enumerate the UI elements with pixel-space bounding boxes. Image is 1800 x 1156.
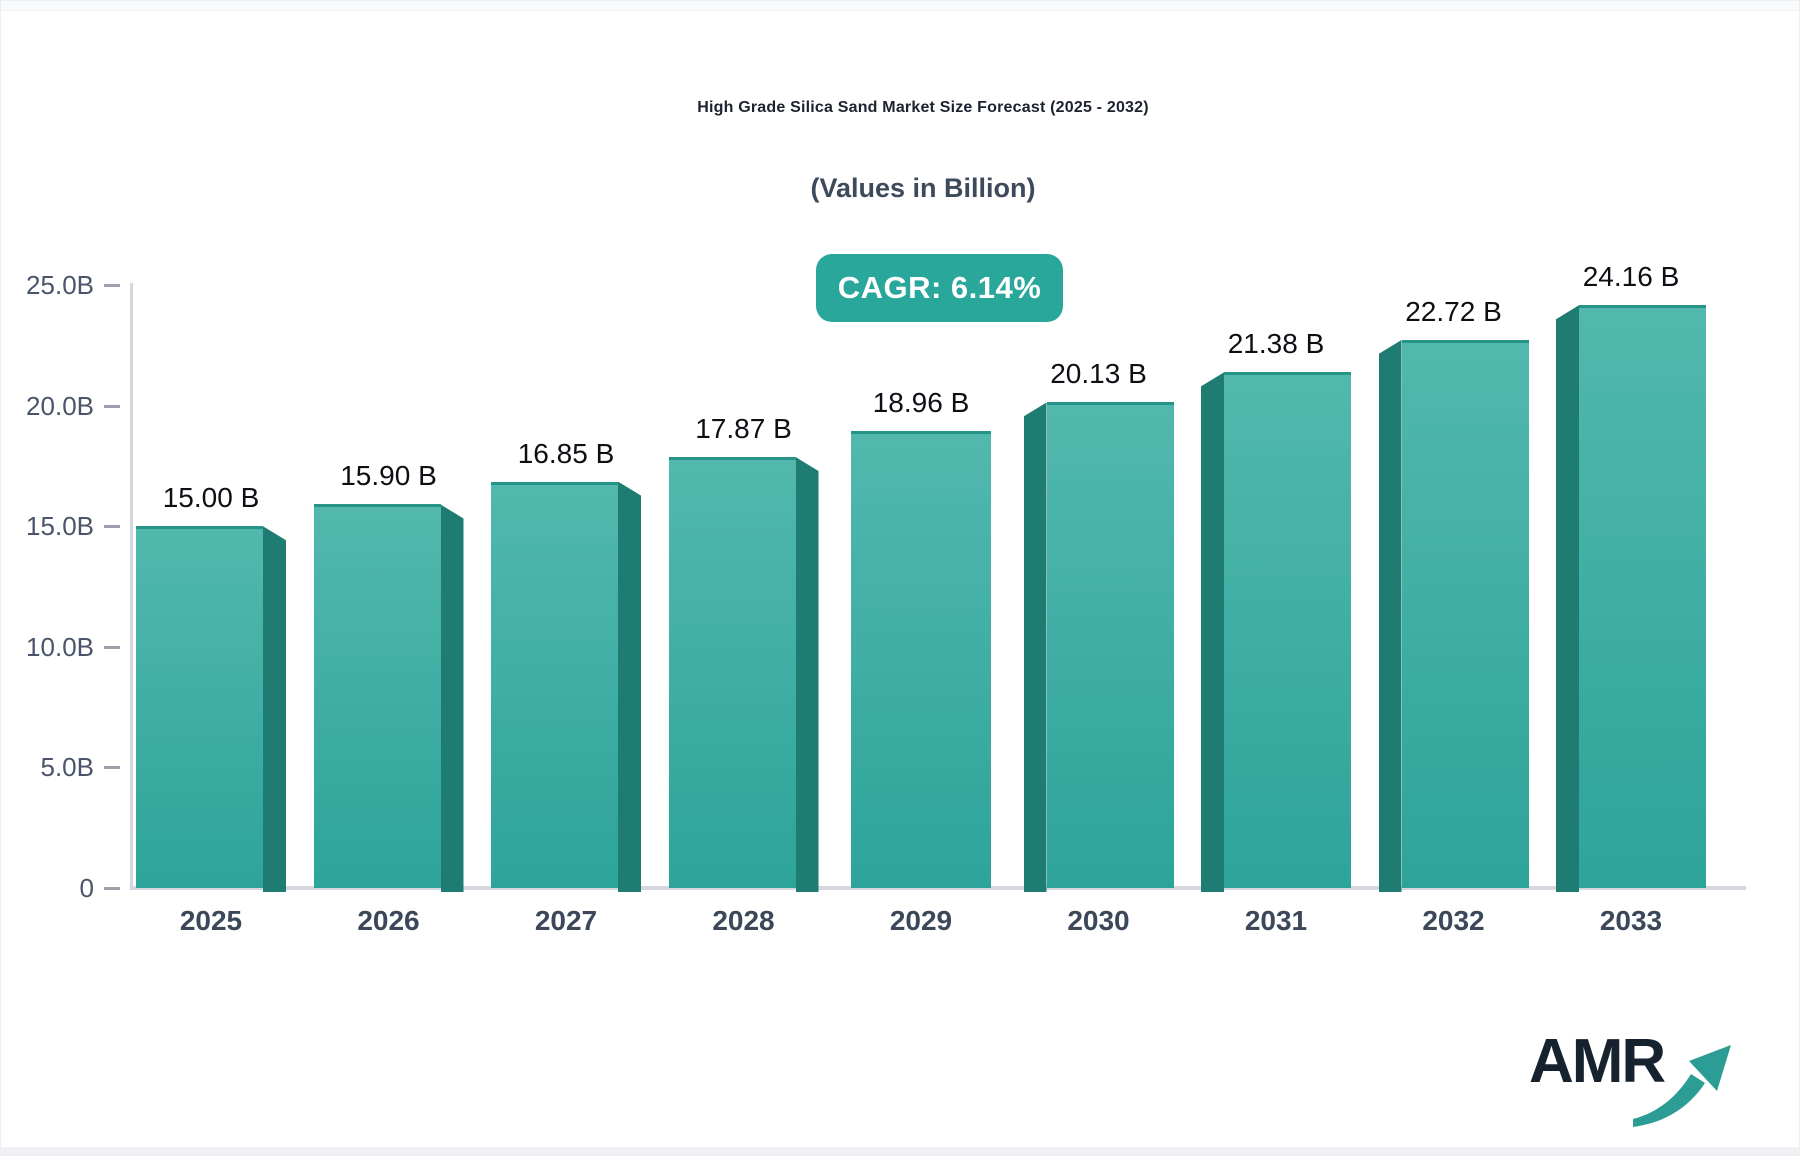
chart-subtitle: (Values in Billion)	[810, 173, 1036, 203]
y-axis-tick-mark	[104, 284, 120, 287]
bar-2030	[1046, 402, 1174, 888]
y-axis-tick-label: 0	[79, 873, 94, 903]
x-axis-line	[130, 886, 1746, 890]
bar-value-label: 16.85 B	[517, 437, 615, 469]
bar-2029	[851, 430, 991, 888]
amr-logo: AMR	[1529, 1031, 1769, 1141]
bar-2026	[313, 504, 441, 888]
logo-growth-arrow-icon	[1633, 1045, 1731, 1127]
card-top-edge	[1, 1, 1799, 11]
x-axis-label: 2028	[712, 905, 775, 936]
bar-value-label: 15.90 B	[340, 460, 437, 492]
bar-side-face	[1556, 305, 1579, 892]
x-axis-label: 2030	[1067, 905, 1130, 936]
bar-2033	[1579, 305, 1706, 888]
y-axis-line	[130, 283, 133, 890]
bar-side-face	[618, 481, 641, 892]
y-axis-tick-label: 5.0B	[40, 752, 95, 783]
x-axis-label: 2026	[357, 905, 420, 936]
y-axis-tick-label: 25.0B	[26, 270, 94, 300]
bar-side-face	[1023, 402, 1047, 892]
bar-value-label: 17.87 B	[695, 412, 792, 444]
bar-2025	[136, 526, 263, 888]
card-bottom-edge	[1, 1147, 1799, 1155]
bar-2032	[1401, 339, 1529, 888]
y-axis-tick-mark	[104, 525, 120, 529]
bar-value-label: 22.72 B	[1405, 295, 1502, 327]
chart-title: High Grade Silica Sand Market Size Forec…	[697, 99, 1149, 116]
x-axis-label: 2025	[179, 905, 243, 936]
bar-value-label: 15.00 B	[162, 482, 260, 514]
y-axis-tick-mark	[104, 404, 120, 408]
bar-2027	[491, 481, 618, 888]
cagr-badge: CAGR: 6.14%	[816, 254, 1063, 322]
y-axis-tick-label: 10.0B	[26, 631, 94, 662]
x-axis-label: 2027	[534, 905, 598, 936]
amr-logo-text: AMR	[1529, 1027, 1666, 1096]
x-axis-label: 2032	[1422, 905, 1485, 936]
x-axis-label: 2033	[1599, 905, 1663, 936]
bar-side-face	[1378, 339, 1402, 892]
bar-2031	[1224, 372, 1351, 888]
x-axis-label: 2031	[1244, 905, 1308, 936]
bar-value-label: 21.38 B	[1227, 328, 1325, 360]
bar-2028	[668, 456, 796, 888]
x-axis-label: 2029	[889, 905, 953, 936]
y-axis-tick-mark	[104, 887, 120, 890]
y-axis-tick-mark	[104, 645, 120, 649]
bar-side-face	[795, 456, 819, 892]
bar-side-face	[1201, 372, 1224, 892]
y-axis-tick-mark	[104, 766, 120, 770]
bar-value-label: 18.96 B	[872, 386, 970, 418]
bar-value-label: 24.16 B	[1582, 261, 1680, 293]
bar-side-face	[440, 504, 464, 892]
y-axis-tick-label: 15.0B	[26, 511, 94, 542]
bar-side-face	[263, 526, 286, 892]
bar-value-label: 20.13 B	[1050, 358, 1147, 390]
y-axis-tick-label: 20.0B	[26, 390, 94, 421]
